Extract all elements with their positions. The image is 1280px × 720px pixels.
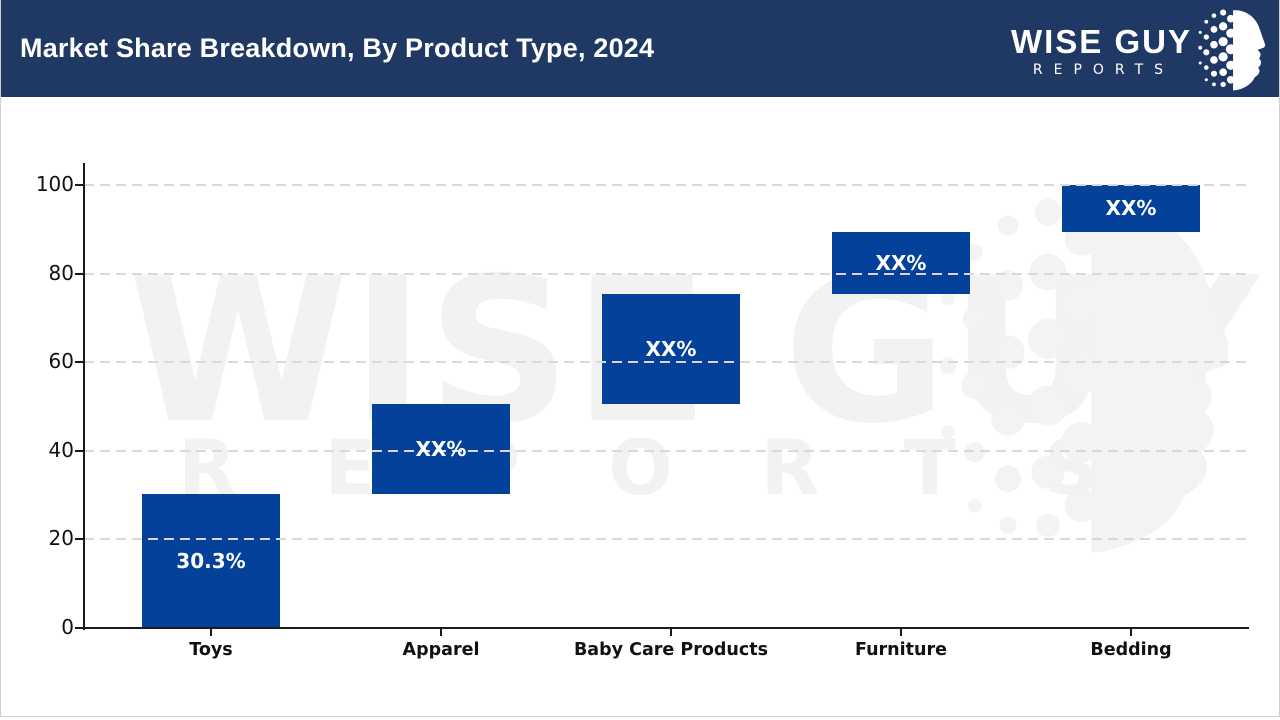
x-tick-label: Furniture bbox=[855, 640, 947, 660]
gridline bbox=[84, 361, 1249, 364]
x-tick-label: Toys bbox=[189, 640, 233, 660]
bar-value-label: XX% bbox=[415, 437, 467, 462]
x-tick-mark bbox=[900, 628, 902, 636]
x-tick-label: Bedding bbox=[1090, 640, 1172, 660]
watermark-face-icon bbox=[939, 198, 1228, 553]
gridline bbox=[84, 449, 1249, 452]
logo-text: WISE GUY REPORTS bbox=[1011, 23, 1192, 78]
x-tick-label: Apparel bbox=[402, 640, 480, 660]
y-tick-mark bbox=[75, 449, 84, 452]
gridline bbox=[84, 272, 1249, 275]
bar bbox=[142, 493, 280, 628]
wiseguy-face-icon bbox=[1198, 9, 1266, 91]
y-tick-mark bbox=[75, 361, 84, 364]
x-axis-spine bbox=[83, 627, 1249, 629]
logo-wordmark: WISE GUY bbox=[1010, 22, 1192, 60]
y-tick-label: 0 bbox=[61, 615, 74, 639]
bar-value-label: XX% bbox=[1105, 196, 1157, 221]
bar bbox=[832, 231, 970, 294]
watermark-subtext: REPORTS bbox=[178, 423, 1187, 512]
y-tick-mark bbox=[75, 272, 84, 275]
y-tick-label: 20 bbox=[48, 526, 74, 551]
page-title: Market Share Breakdown, By Product Type,… bbox=[20, 33, 655, 63]
x-tick-mark bbox=[210, 628, 212, 636]
bar bbox=[1062, 185, 1200, 232]
bar bbox=[602, 293, 740, 405]
x-tick-mark bbox=[1130, 628, 1132, 636]
bar-value-label: XX% bbox=[645, 336, 697, 361]
x-tick-label: Baby Care Products bbox=[573, 640, 769, 660]
gridline bbox=[84, 184, 1249, 186]
y-tick-mark bbox=[75, 627, 84, 629]
gridline bbox=[84, 538, 1249, 541]
y-tick-label: 40 bbox=[48, 437, 74, 462]
y-tick-label: 80 bbox=[48, 260, 74, 285]
x-tick-mark bbox=[670, 628, 672, 636]
bar-value-label: XX% bbox=[875, 250, 927, 275]
y-tick-mark bbox=[75, 538, 84, 541]
bar-value-label: 30.3% bbox=[176, 548, 246, 573]
x-tick-mark bbox=[440, 628, 442, 636]
bar bbox=[372, 404, 510, 494]
y-tick-label: 60 bbox=[48, 349, 74, 374]
header: Market Share Breakdown, By Product Type,… bbox=[0, 0, 1280, 97]
y-tick-mark bbox=[75, 184, 84, 186]
wiseguy-logo: WISE GUY REPORTS bbox=[1011, 8, 1266, 92]
y-axis-spine bbox=[83, 163, 85, 630]
logo-subtext: REPORTS bbox=[1032, 61, 1175, 78]
y-tick-label: 100 bbox=[35, 172, 74, 196]
